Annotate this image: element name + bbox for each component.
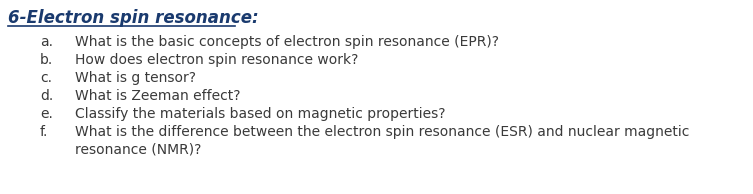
Text: c.: c. <box>40 71 52 85</box>
Text: resonance (NMR)?: resonance (NMR)? <box>75 142 201 156</box>
Text: What is the difference between the electron spin resonance (ESR) and nuclear mag: What is the difference between the elect… <box>75 125 690 139</box>
Text: What is the basic concepts of electron spin resonance (EPR)?: What is the basic concepts of electron s… <box>75 35 499 49</box>
Text: How does electron spin resonance work?: How does electron spin resonance work? <box>75 53 358 67</box>
Text: f.: f. <box>40 125 48 139</box>
Text: b.: b. <box>40 53 53 67</box>
Text: d.: d. <box>40 89 53 103</box>
Text: What is g tensor?: What is g tensor? <box>75 71 196 85</box>
Text: Classify the materials based on magnetic properties?: Classify the materials based on magnetic… <box>75 107 446 121</box>
Text: a.: a. <box>40 35 53 49</box>
Text: What is Zeeman effect?: What is Zeeman effect? <box>75 89 240 103</box>
Text: 6-Electron spin resonance:: 6-Electron spin resonance: <box>8 9 258 27</box>
Text: e.: e. <box>40 107 53 121</box>
